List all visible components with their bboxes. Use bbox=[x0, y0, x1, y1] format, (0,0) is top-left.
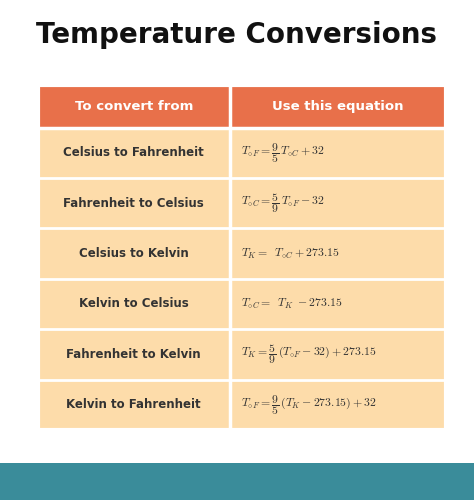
Text: $T_{K} = \dfrac{5}{9}\,( T_{\circ F} - 32) +273.15$: $T_{K} = \dfrac{5}{9}\,( T_{\circ F} - 3… bbox=[241, 342, 377, 366]
Bar bbox=[38, 380, 446, 430]
Text: Temperature Conversions: Temperature Conversions bbox=[36, 21, 438, 49]
Text: Fahrenheit to Kelvin: Fahrenheit to Kelvin bbox=[66, 348, 201, 361]
Bar bbox=[0, 462, 474, 500]
Text: Kelvin to Fahrenheit: Kelvin to Fahrenheit bbox=[66, 398, 201, 411]
Text: To convert from: To convert from bbox=[74, 100, 193, 113]
Bar bbox=[38, 178, 446, 228]
Text: Kelvin to Celsius: Kelvin to Celsius bbox=[79, 298, 189, 310]
Bar bbox=[38, 329, 446, 380]
Bar bbox=[38, 279, 446, 329]
Text: Celsius to Kelvin: Celsius to Kelvin bbox=[79, 247, 189, 260]
Text: $T_{\circ F} = \dfrac{9}{5}\,( T_{K} - 273.15) + 32$: $T_{\circ F} = \dfrac{9}{5}\,( T_{K} - 2… bbox=[241, 393, 377, 416]
Text: dreamstime.com: dreamstime.com bbox=[19, 477, 95, 486]
Text: $T_{\circ F} = \dfrac{9}{5}\,T_{\circ C} + 32$: $T_{\circ F} = \dfrac{9}{5}\,T_{\circ C}… bbox=[241, 141, 325, 165]
Text: Celsius to Fahrenheit: Celsius to Fahrenheit bbox=[64, 146, 204, 159]
Text: $T_{\circ C} = \;\; T_{K} \; - 273.15$: $T_{\circ C} = \;\; T_{K} \; - 273.15$ bbox=[241, 297, 343, 311]
Bar bbox=[38, 228, 446, 279]
Bar bbox=[38, 85, 446, 128]
Text: Fahrenheit to Celsius: Fahrenheit to Celsius bbox=[64, 196, 204, 209]
Bar bbox=[38, 128, 446, 178]
Text: Use this equation: Use this equation bbox=[272, 100, 403, 113]
Text: $T_{\circ C} = \dfrac{5}{9}\,T_{\circ F} - 32$: $T_{\circ C} = \dfrac{5}{9}\,T_{\circ F}… bbox=[241, 192, 325, 215]
Text: $T_{K} = \;\; T_{\circ C} + 273.15$: $T_{K} = \;\; T_{\circ C} + 273.15$ bbox=[241, 246, 340, 260]
Text: ID 257576636  ©  Jaksamya: ID 257576636 © Jaksamya bbox=[332, 477, 460, 486]
